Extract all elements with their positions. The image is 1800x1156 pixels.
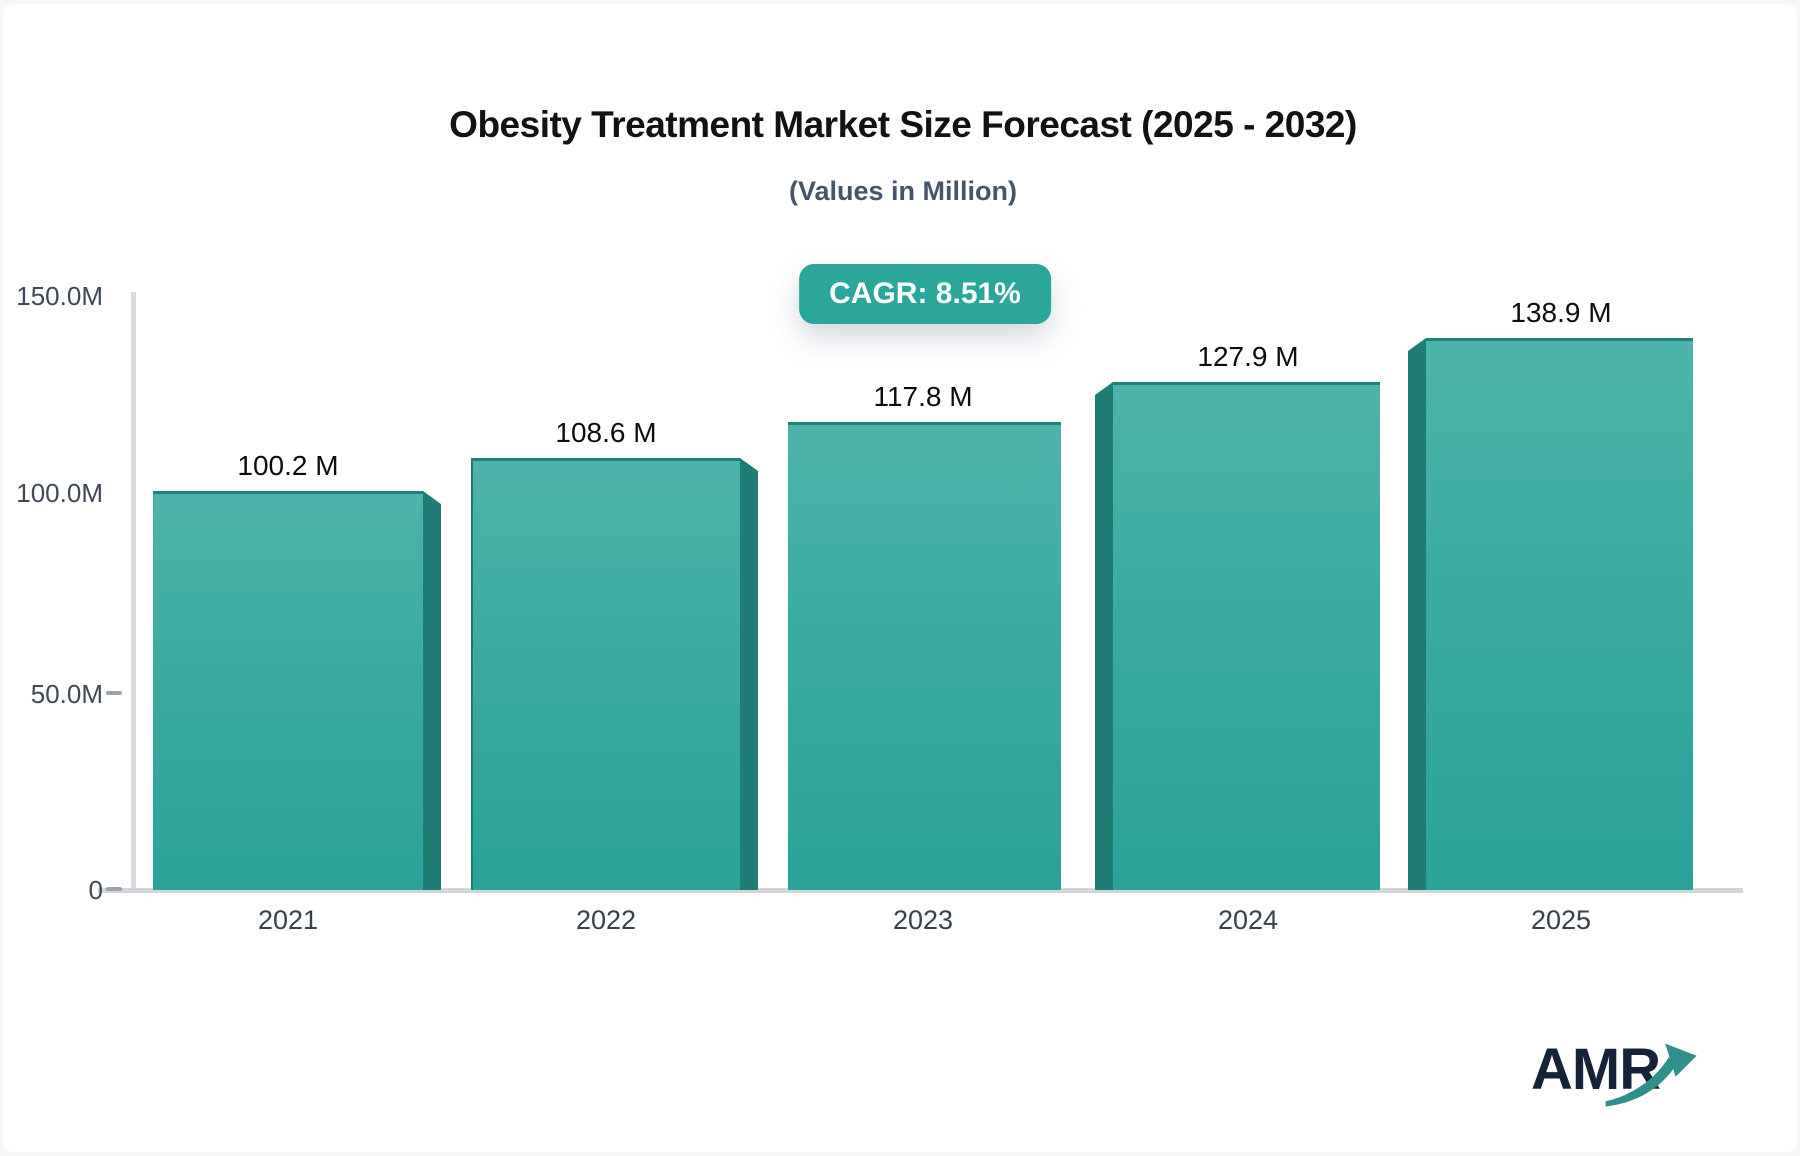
x-tick-label: 2022 <box>575 905 637 935</box>
growth-arrow-icon <box>1605 1043 1697 1107</box>
bar-value-label: 138.9 M <box>1510 297 1612 328</box>
tick-mark <box>106 691 122 695</box>
chart-subtitle: (Values in Million) <box>788 176 1018 206</box>
chart-title: Obesity Treatment Market Size Forecast (… <box>449 104 1357 145</box>
x-axis <box>98 888 1743 893</box>
bar-face <box>788 422 1061 890</box>
bar-face <box>1113 382 1380 890</box>
bar-face <box>1426 338 1693 890</box>
y-axis <box>131 292 136 890</box>
bar-side <box>423 491 441 890</box>
y-tick-label: 100.0M <box>16 478 103 508</box>
y-tick-label: 50.0M <box>30 679 103 709</box>
bar-side <box>1095 382 1113 890</box>
bar-value-label: 108.6 M <box>555 417 657 448</box>
chart-card: Obesity Treatment Market Size Forecast (… <box>3 4 1797 1152</box>
tick-mark <box>106 887 122 891</box>
y-tick-label: 150.0M <box>16 281 103 311</box>
y-tick-label: 0 <box>88 875 103 905</box>
bar-side <box>740 458 758 890</box>
bar-face <box>471 458 740 890</box>
x-tick-label: 2025 <box>1530 905 1592 935</box>
bar-side <box>1408 338 1426 890</box>
bar-face <box>153 491 423 890</box>
bar-value-label: 100.2 M <box>237 450 339 481</box>
cagr-badge: CAGR: 8.51% <box>799 264 1051 324</box>
x-tick-label: 2021 <box>257 905 319 935</box>
bar-value-label: 127.9 M <box>1197 341 1299 372</box>
x-tick-label: 2023 <box>892 905 954 935</box>
x-tick-label: 2024 <box>1217 905 1279 935</box>
bar-value-label: 117.8 M <box>873 381 973 412</box>
